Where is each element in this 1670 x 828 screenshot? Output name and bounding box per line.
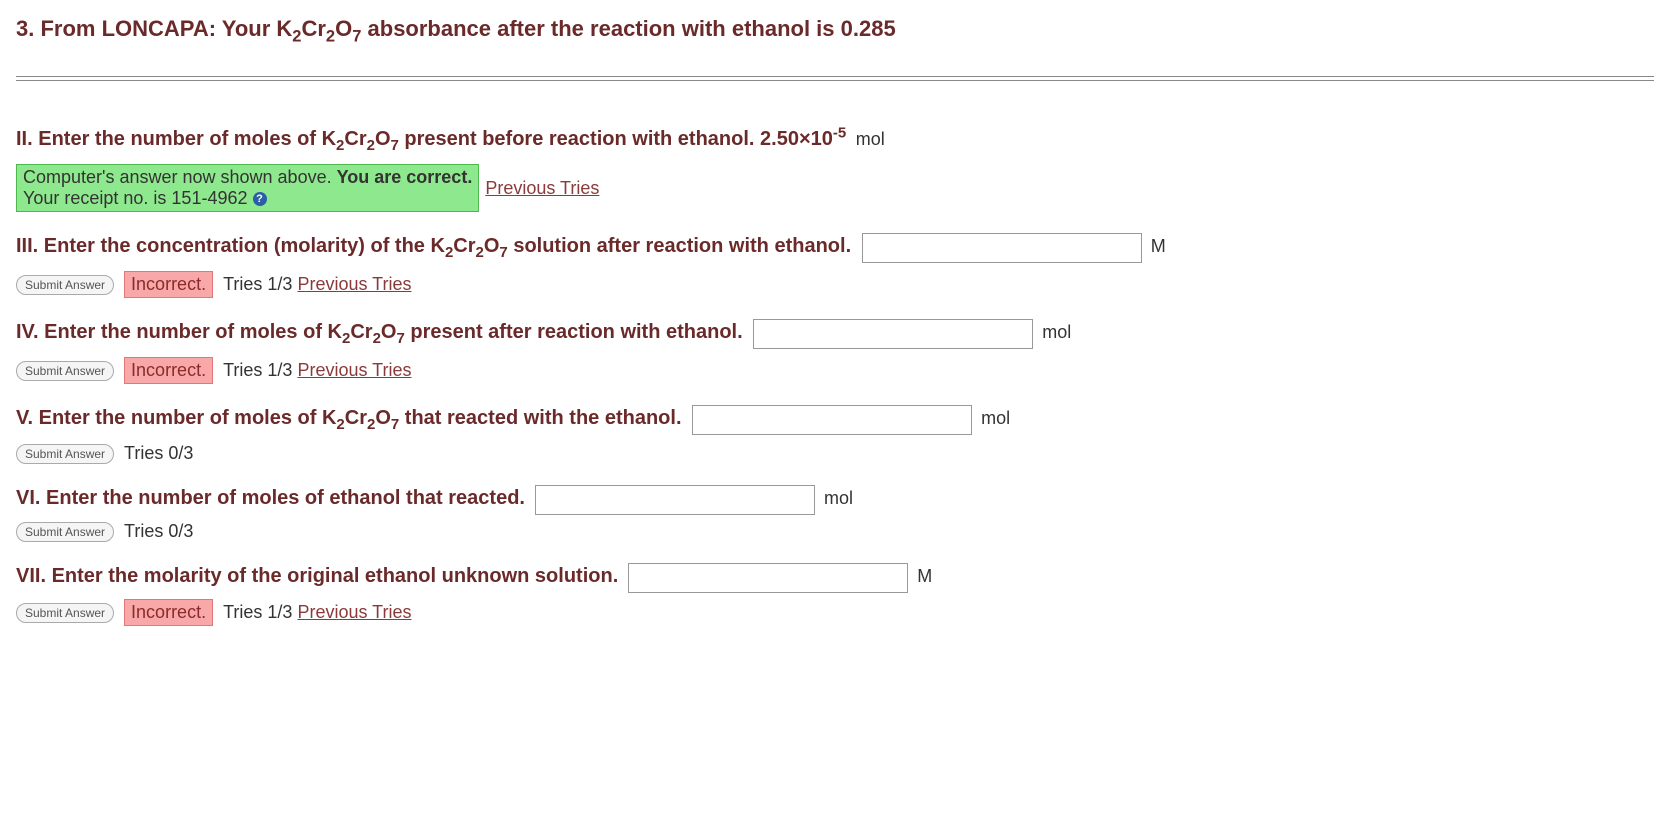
problem-header: 3. From LONCAPA: Your K2Cr2O7 absorbance… (16, 16, 1654, 46)
question-2-feedback: Computer's answer now shown above. You a… (16, 164, 1654, 212)
question-4-input[interactable] (753, 319, 1033, 349)
question-5-label: V. Enter the number of moles of K2Cr2O7 … (16, 407, 687, 429)
submit-answer-button[interactable]: Submit Answer (16, 275, 114, 295)
question-6-unit: mol (824, 488, 853, 508)
previous-tries-link[interactable]: Previous Tries (485, 178, 599, 199)
question-6-label: VI. Enter the number of moles of ethanol… (16, 487, 525, 509)
tries-text: Tries 0/3 (124, 521, 193, 542)
question-5-feedback: Submit Answer Tries 0/3 (16, 443, 1654, 464)
question-6-feedback: Submit Answer Tries 0/3 (16, 521, 1654, 542)
question-6: VI. Enter the number of moles of ethanol… (16, 482, 1654, 515)
divider (16, 76, 1654, 81)
question-3-label: III. Enter the concentration (molarity) … (16, 235, 857, 257)
question-7: VII. Enter the molarity of the original … (16, 560, 1654, 593)
help-icon[interactable]: ? (253, 192, 267, 206)
question-2-unit: mol (856, 129, 885, 149)
question-7-unit: M (917, 566, 932, 586)
tries-text: Tries 1/3 Previous Tries (223, 602, 411, 623)
question-4-label: IV. Enter the number of moles of K2Cr2O7… (16, 321, 748, 343)
question-4-unit: mol (1042, 322, 1071, 342)
incorrect-feedback-box: Incorrect. (124, 271, 213, 298)
submit-answer-button[interactable]: Submit Answer (16, 361, 114, 381)
submit-answer-button[interactable]: Submit Answer (16, 522, 114, 542)
question-5-unit: mol (981, 408, 1010, 428)
tries-text: Tries 1/3 Previous Tries (223, 274, 411, 295)
header-compound: K2Cr2O7 (276, 16, 361, 41)
question-5-input[interactable] (692, 405, 972, 435)
header-prefix: From LONCAPA: Your (40, 16, 276, 41)
question-3-input[interactable] (862, 233, 1142, 263)
incorrect-feedback-box: Incorrect. (124, 599, 213, 626)
question-5: V. Enter the number of moles of K2Cr2O7 … (16, 402, 1654, 437)
question-6-input[interactable] (535, 485, 815, 515)
question-3-unit: M (1151, 236, 1166, 256)
submit-answer-button[interactable]: Submit Answer (16, 444, 114, 464)
question-7-label: VII. Enter the molarity of the original … (16, 565, 618, 587)
previous-tries-link[interactable]: Previous Tries (297, 274, 411, 294)
question-3-feedback: Submit Answer Incorrect. Tries 1/3 Previ… (16, 271, 1654, 298)
correct-feedback-box: Computer's answer now shown above. You a… (16, 164, 479, 212)
submit-answer-button[interactable]: Submit Answer (16, 603, 114, 623)
incorrect-feedback-box: Incorrect. (124, 357, 213, 384)
question-2-label: II. Enter the number of moles of K2Cr2O7… (16, 128, 852, 150)
tries-text: Tries 1/3 Previous Tries (223, 360, 411, 381)
question-2: II. Enter the number of moles of K2Cr2O7… (16, 121, 1654, 158)
previous-tries-link[interactable]: Previous Tries (297, 360, 411, 380)
header-number: 3. (16, 16, 34, 41)
question-7-input[interactable] (628, 563, 908, 593)
tries-text: Tries 0/3 (124, 443, 193, 464)
question-3: III. Enter the concentration (molarity) … (16, 230, 1654, 265)
question-4-feedback: Submit Answer Incorrect. Tries 1/3 Previ… (16, 357, 1654, 384)
question-7-feedback: Submit Answer Incorrect. Tries 1/3 Previ… (16, 599, 1654, 626)
header-suffix: absorbance after the reaction with ethan… (361, 16, 895, 41)
previous-tries-link[interactable]: Previous Tries (297, 602, 411, 622)
question-4: IV. Enter the number of moles of K2Cr2O7… (16, 316, 1654, 351)
